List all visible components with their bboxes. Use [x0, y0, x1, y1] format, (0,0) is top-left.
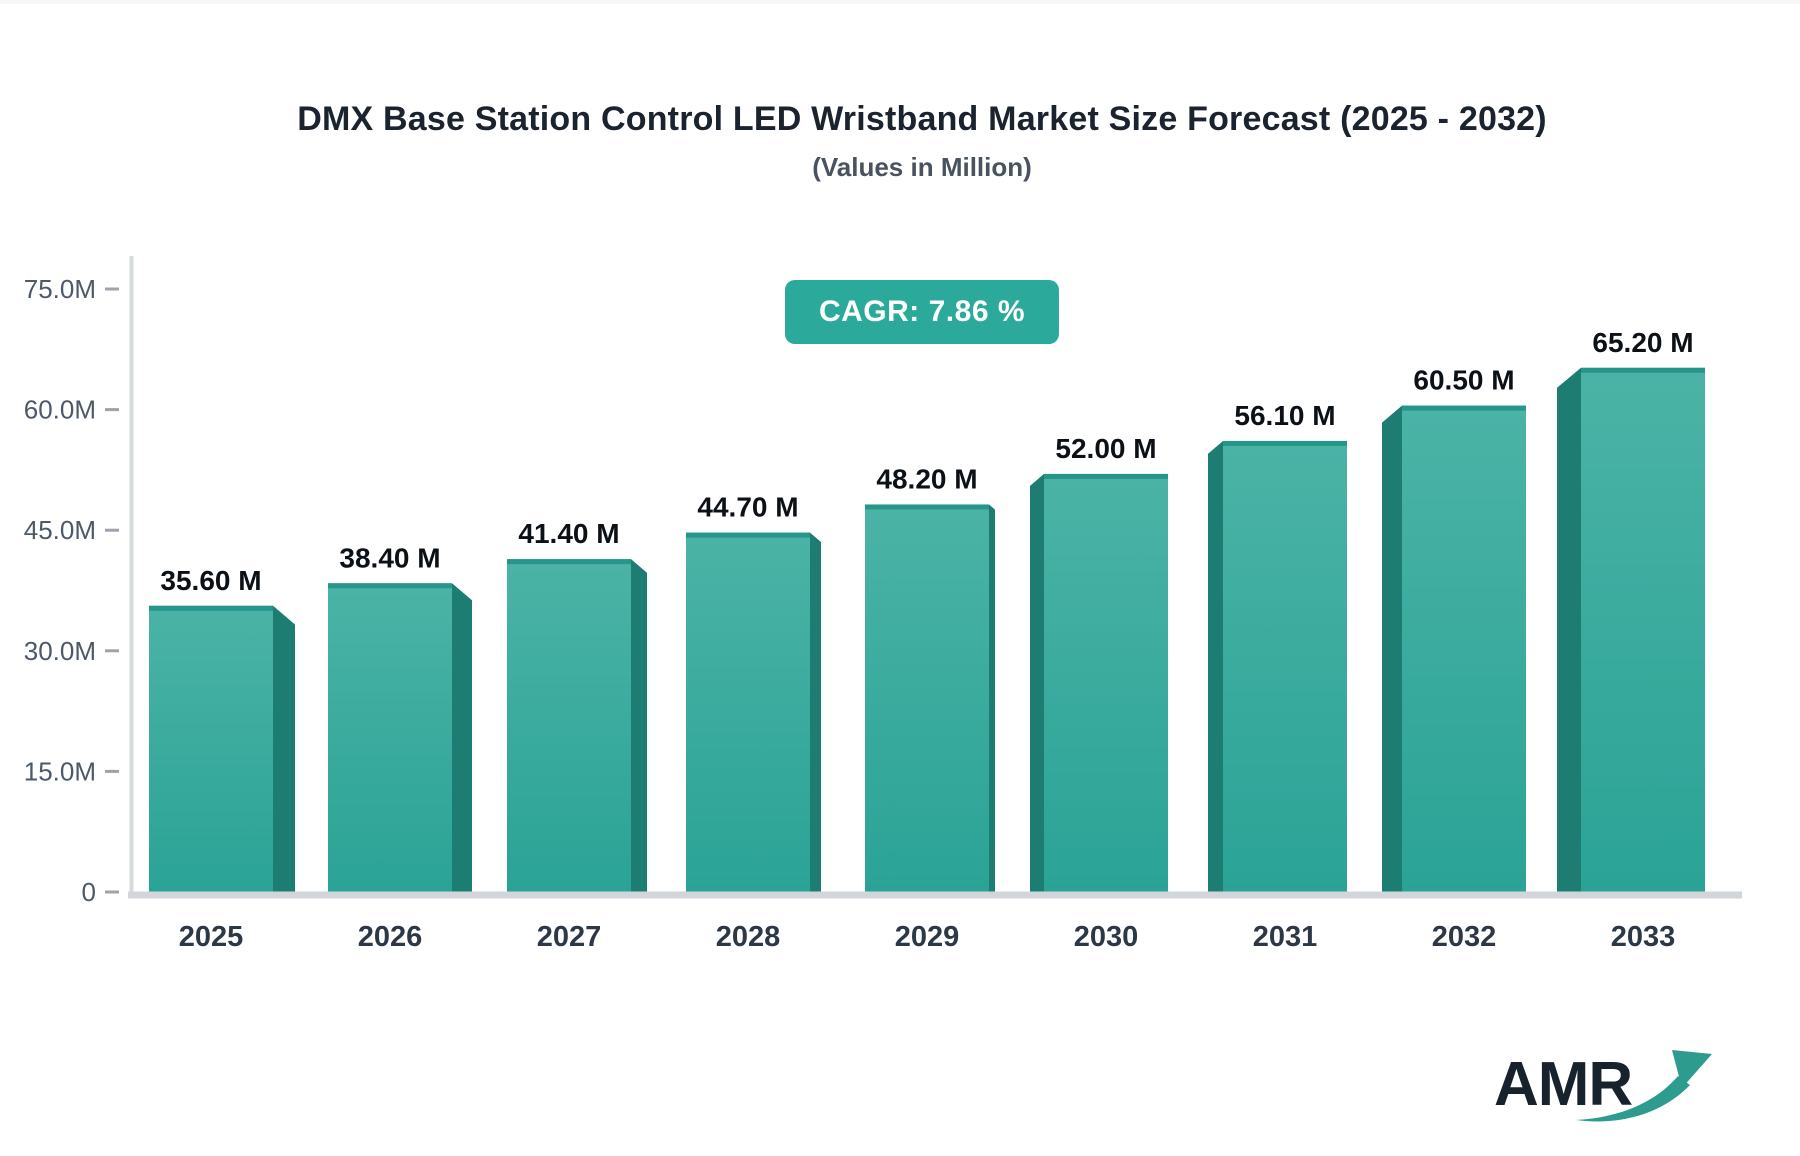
bar-side-face — [452, 583, 472, 892]
bar-side-face — [810, 532, 821, 892]
bar-top-edge — [328, 583, 452, 589]
x-axis-year-label: 2033 — [1611, 921, 1676, 953]
bar-top-edge — [686, 532, 810, 538]
amr-logo-arrow-icon — [1576, 1050, 1712, 1122]
bar-group-2028: 44.70 M 2028 — [686, 492, 821, 953]
bar-group-2033: 65.20 M 2033 — [1557, 327, 1705, 953]
bar-top-edge — [1044, 473, 1168, 479]
y-tick-label: 60.0M — [24, 395, 96, 425]
x-axis-year-label: 2031 — [1253, 921, 1318, 953]
bar-front-face — [865, 504, 989, 892]
bar-front-face — [328, 583, 452, 892]
bar-top-edge — [1581, 367, 1705, 373]
bar-front-face — [507, 559, 631, 892]
bar-side-face — [1208, 440, 1223, 892]
bar-top-edge — [149, 605, 273, 611]
bar-value-label: 41.40 M — [518, 518, 619, 549]
bar-side-face — [989, 504, 995, 892]
amr-logo: AMR — [1494, 1024, 1744, 1134]
bar-value-label: 48.20 M — [876, 463, 977, 494]
bar-value-label: 38.40 M — [339, 542, 440, 573]
amr-logo-text: AMR — [1494, 1050, 1633, 1119]
chart-title: DMX Base Station Control LED Wristband M… — [297, 100, 1547, 138]
y-tick-label: 0 — [82, 877, 96, 907]
bar-group-2030: 52.00 M 2030 — [1030, 433, 1168, 953]
bar-top-edge — [1223, 440, 1347, 446]
bar-group-2027: 41.40 M 2027 — [507, 518, 647, 953]
bar-front-face — [149, 605, 273, 892]
bar-front-face — [686, 532, 810, 892]
bar-front-face — [1223, 440, 1347, 892]
bar-side-face — [1557, 367, 1581, 892]
bar-side-face — [1030, 473, 1044, 892]
bar-value-label: 35.60 M — [160, 565, 261, 596]
x-axis-year-label: 2030 — [1074, 921, 1139, 953]
x-axis-year-label: 2026 — [358, 921, 423, 953]
y-tick-label: 15.0M — [24, 756, 96, 786]
x-axis-year-label: 2027 — [537, 921, 602, 953]
chart-subtitle: (Values in Million) — [812, 152, 1032, 182]
y-tick-label: 30.0M — [24, 636, 96, 666]
market-forecast-bar-chart: 0 15.0M 30.0M 45.0M 60.0M 75.0M 35.60 M 2025 38… — [24, 256, 1742, 953]
bar-side-face — [1382, 405, 1402, 892]
axis-layer: 0 15.0M 30.0M 45.0M 60.0M 75.0M — [24, 256, 134, 907]
x-axis-year-label: 2029 — [895, 921, 960, 953]
bars-layer: 35.60 M 2025 38.40 M 2026 41.40 M 2027 44.70 M… — [149, 327, 1705, 953]
bar-front-face — [1581, 367, 1705, 892]
bar-group-2026: 38.40 M 2026 — [328, 542, 472, 953]
bar-group-2032: 60.50 M 2032 — [1382, 365, 1526, 953]
bar-front-face — [1402, 405, 1526, 892]
bar-group-2029: 48.20 M 2029 — [865, 463, 995, 953]
bar-value-label: 44.70 M — [697, 492, 798, 523]
bar-group-2031: 56.10 M 2031 — [1208, 400, 1347, 953]
bar-value-label: 60.50 M — [1413, 365, 1514, 396]
bar-top-edge — [1402, 405, 1526, 411]
bar-top-edge — [865, 504, 989, 510]
y-tick-label: 75.0M — [24, 274, 96, 304]
bar-front-face — [1044, 473, 1168, 892]
y-tick-label: 45.0M — [24, 515, 96, 545]
x-axis-year-label: 2025 — [179, 921, 244, 953]
cagr-badge: CAGR: 7.86 % — [784, 280, 1060, 344]
bar-top-edge — [507, 559, 631, 565]
x-axis-year-label: 2028 — [716, 921, 781, 953]
bar-value-label: 56.10 M — [1234, 400, 1335, 431]
bar-value-label: 65.20 M — [1592, 327, 1693, 358]
x-axis-year-label: 2032 — [1432, 921, 1497, 953]
bar-side-face — [631, 559, 647, 892]
bar-group-2025: 35.60 M 2025 — [149, 565, 295, 953]
bar-side-face — [273, 605, 295, 892]
bar-value-label: 52.00 M — [1055, 433, 1156, 464]
